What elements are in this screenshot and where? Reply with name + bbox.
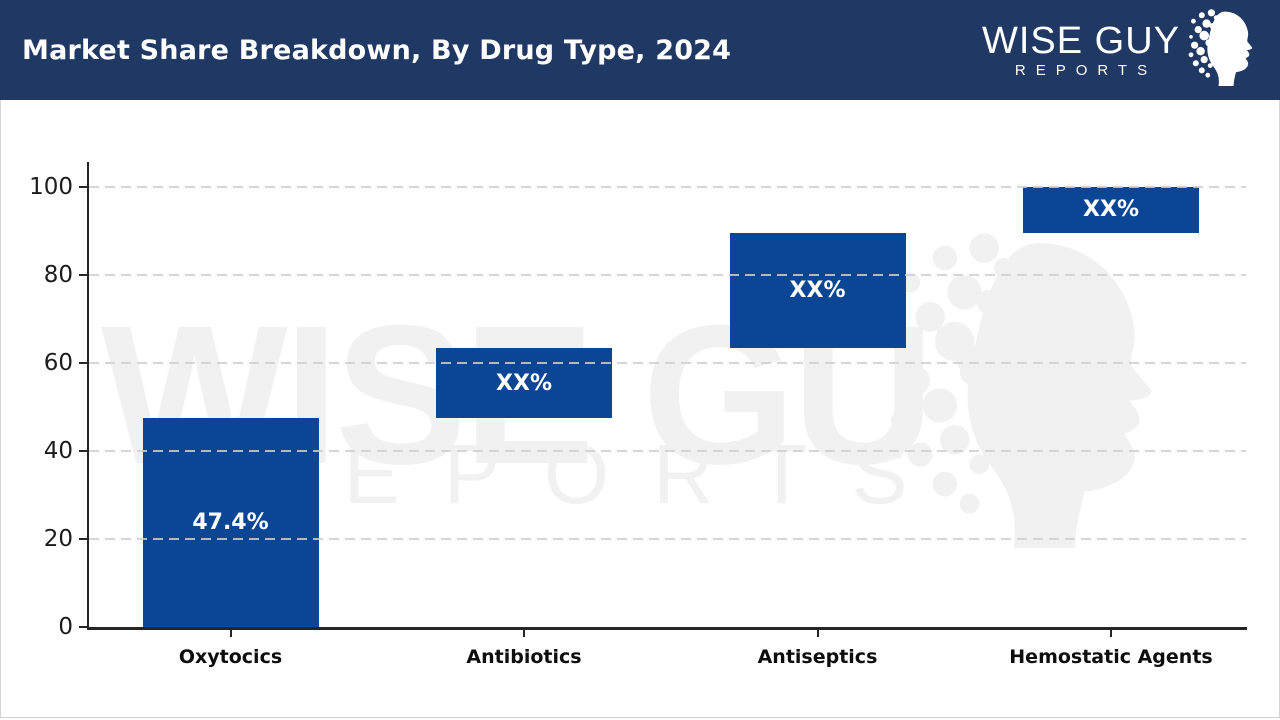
bar-oxytocics: 47.4% [142, 418, 319, 627]
page-title: Market Share Breakdown, By Drug Type, 20… [22, 34, 732, 66]
gridline-100 [89, 185, 1246, 188]
y-axis-tick-label-60: 60 [43, 349, 73, 376]
y-axis-tick-label-20: 20 [43, 525, 73, 552]
x-axis-label-antiseptics: Antiseptics [757, 646, 878, 668]
x-axis-label-hemostatic-agents: Hemostatic Agents [1009, 646, 1213, 668]
x-axis-tick-antibiotics [523, 630, 525, 637]
page-header: Market Share Breakdown, By Drug Type, 20… [0, 0, 1280, 100]
y-axis-tick-100 [79, 185, 87, 188]
y-axis-tick-20 [79, 537, 87, 540]
logo-subtitle: REPORTS [1014, 62, 1158, 79]
x-axis-tick-hemostatic-agents [1110, 630, 1112, 637]
gridline-40 [89, 449, 1246, 452]
y-axis-tick-40 [79, 449, 87, 452]
logo-face-icon [1188, 9, 1253, 87]
bar-value-antibiotics: XX% [496, 370, 552, 396]
bar-hemostatic-agents: XX% [1023, 186, 1199, 233]
y-axis-tick-label-0: 0 [58, 614, 73, 640]
bar-value-hemostatic-agents: XX% [1083, 197, 1139, 223]
bar-antiseptics: XX% [729, 232, 906, 348]
x-axis-tick-oxytocics [229, 630, 232, 637]
x-axis-line [87, 627, 1247, 630]
chart-card: WISE GUY REPORTS 0 20 40 60 80 100 47.4% Oxytoc… [0, 100, 1280, 718]
y-axis-tick-80 [79, 273, 87, 276]
wise-guy-logo: WISE GUY REPORTS [982, 8, 1258, 92]
y-axis-tick-label-80: 80 [43, 261, 73, 288]
gridline-80 [89, 273, 1246, 276]
bar-antibiotics: XX% [436, 347, 612, 419]
bar-value-antiseptics: XX% [789, 277, 846, 303]
y-axis-tick-60 [79, 361, 87, 364]
y-axis-tick-label-40: 40 [43, 437, 73, 464]
logo-wordmark: WISE GUY [981, 20, 1180, 62]
x-axis-tick-antiseptics [816, 630, 819, 637]
y-axis-line [87, 162, 89, 629]
bar-value-oxytocics: 47.4% [192, 510, 269, 536]
logo-text: WISE GUY REPORTS [982, 22, 1180, 78]
gridline-60 [89, 361, 1246, 364]
x-axis-label-oxytocics: Oxytocics [178, 646, 283, 668]
x-axis-label-antibiotics: Antibiotics [466, 646, 582, 668]
y-axis-tick-0 [79, 626, 87, 628]
gridline-20 [89, 537, 1246, 540]
plot-area: 0 20 40 60 80 100 47.4% Oxytocics XX% Antibiotics… [1, 100, 1279, 717]
y-axis-tick-label-100: 100 [29, 173, 73, 200]
